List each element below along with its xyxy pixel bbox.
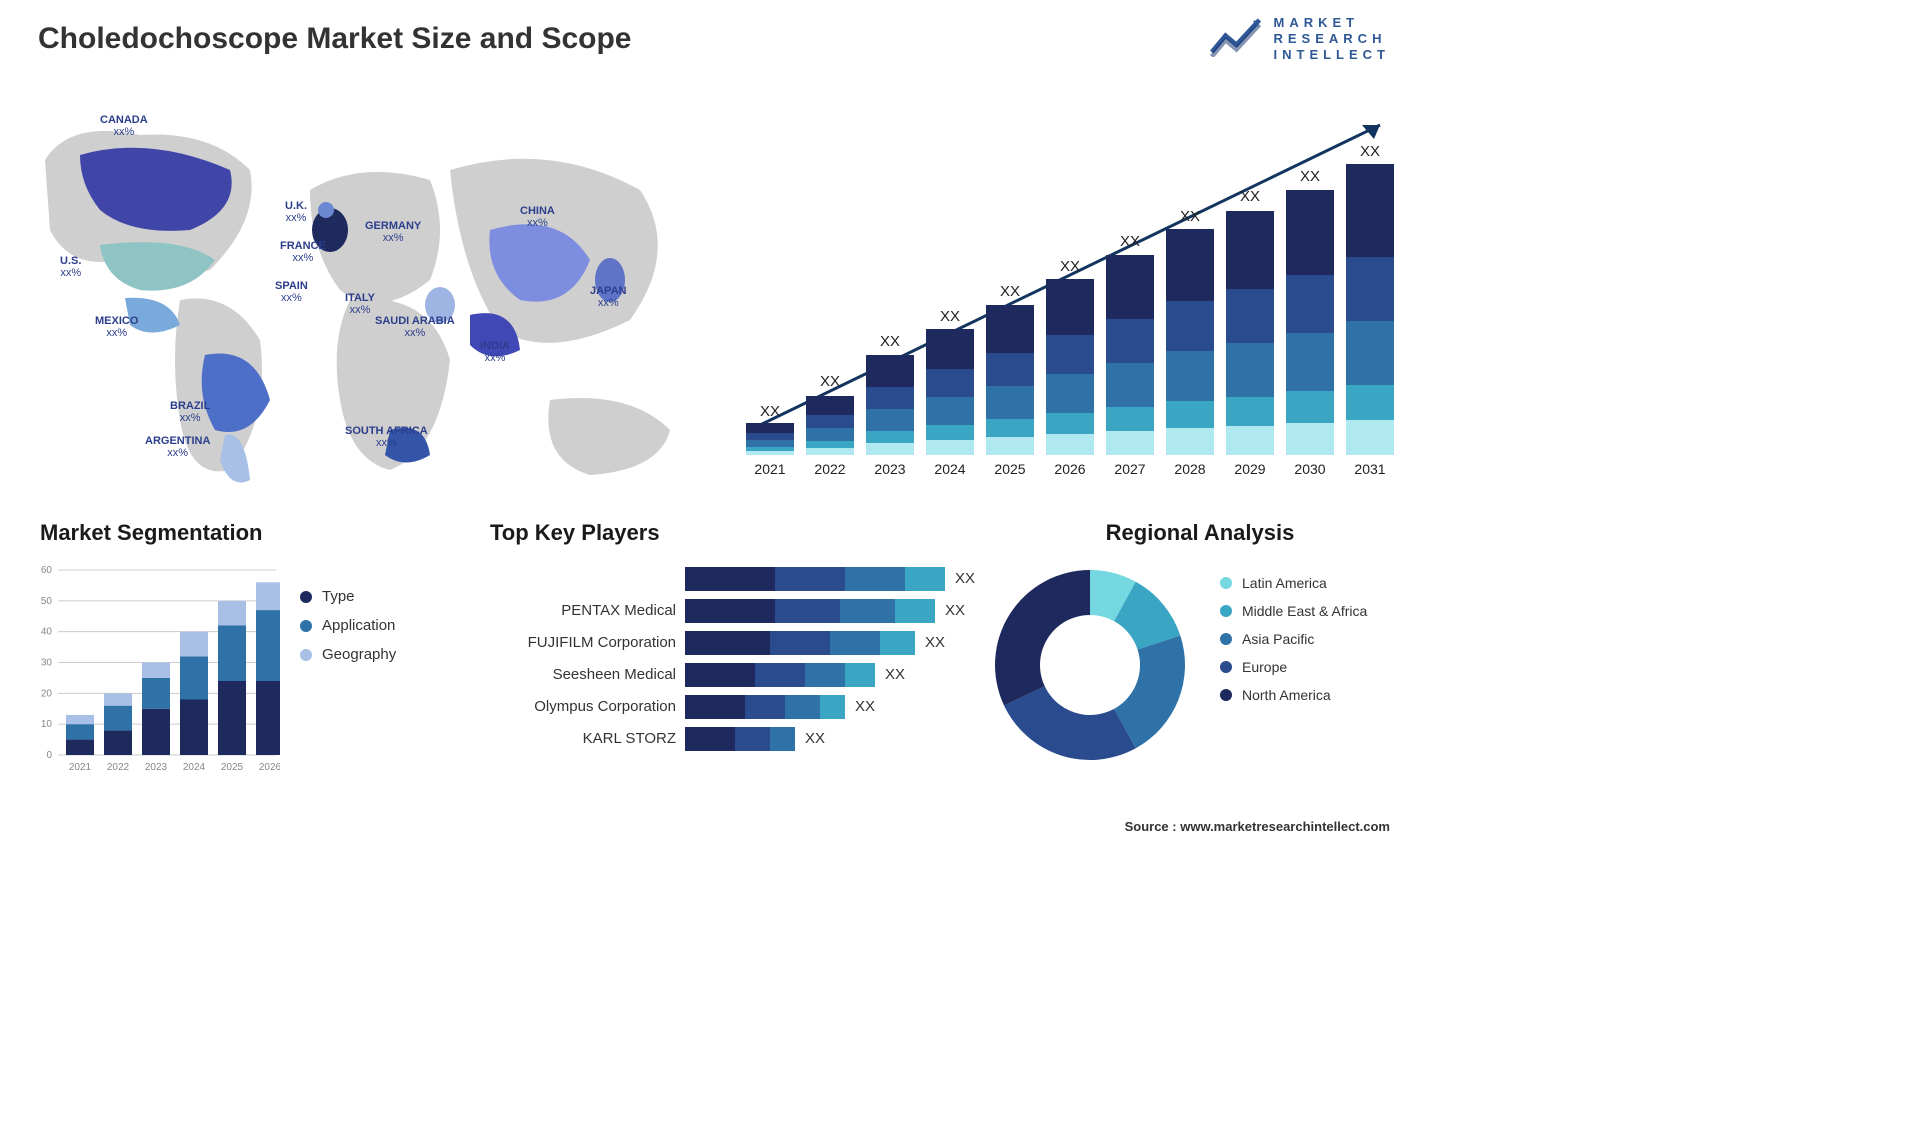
map-label: CHINAxx% xyxy=(520,205,555,229)
map-label: SOUTH AFRICAxx% xyxy=(345,425,428,449)
source-text: Source : www.marketresearchintellect.com xyxy=(1125,819,1390,834)
keyplayer-value: XX xyxy=(925,630,945,656)
bar-value-label: XX xyxy=(1226,188,1274,205)
map-label: JAPANxx% xyxy=(590,285,626,309)
keyplayer-value: XX xyxy=(855,694,875,720)
keyplayer-label: Olympus Corporation xyxy=(490,694,680,720)
bar-year-label: 2030 xyxy=(1286,461,1334,477)
bar-year-label: 2031 xyxy=(1346,461,1394,477)
logo-line2: RESEARCH xyxy=(1274,31,1391,46)
legend-item: Asia Pacific xyxy=(1220,631,1367,647)
legend-item: Geography xyxy=(300,646,396,663)
bar-value-label: XX xyxy=(806,373,854,390)
svg-text:20: 20 xyxy=(41,688,53,699)
svg-text:0: 0 xyxy=(46,750,52,761)
legend-item: Europe xyxy=(1220,659,1367,675)
bar-year-label: 2021 xyxy=(746,461,794,477)
bar-year-label: 2026 xyxy=(1046,461,1094,477)
map-label: SAUDI ARABIAxx% xyxy=(375,315,455,339)
bar-value-label: XX xyxy=(1106,233,1154,250)
map-label: ARGENTINAxx% xyxy=(145,435,210,459)
keyplayer-row: FUJIFILM Corporation XX xyxy=(490,630,970,656)
top-key-players: Top Key Players XXPENTAX MedicalXXFUJIFI… xyxy=(490,520,970,758)
logo-line1: MARKET xyxy=(1274,15,1391,30)
svg-text:60: 60 xyxy=(41,565,53,576)
keyplayer-value: XX xyxy=(945,598,965,624)
keyplayer-value: XX xyxy=(805,726,825,752)
keyplayer-label: PENTAX Medical xyxy=(490,598,680,624)
logo-icon xyxy=(1209,15,1264,62)
map-label: U.S.xx% xyxy=(60,255,81,279)
regional-analysis: Regional Analysis Latin AmericaMiddle Ea… xyxy=(990,520,1410,546)
keyplayers-title: Top Key Players xyxy=(490,520,970,546)
keyplayer-label: FUJIFILM Corporation xyxy=(490,630,680,656)
svg-text:30: 30 xyxy=(41,658,53,669)
market-segmentation: Market Segmentation 01020304050602021202… xyxy=(40,520,460,546)
bar-value-label: XX xyxy=(986,283,1034,300)
growth-bar-chart: XX 2021 XX 2022 XX 2023 XX 2024 XX 2025 XX 2026 XX 20… xyxy=(740,105,1400,475)
world-map: CANADAxx% U.S.xx% MEXICOxx% BRAZILxx% ARGENT… xyxy=(30,100,710,500)
legend-item: North America xyxy=(1220,687,1367,703)
svg-text:2021: 2021 xyxy=(69,762,92,773)
keyplayer-row: Seesheen Medical XX xyxy=(490,662,970,688)
bar-value-label: XX xyxy=(1046,258,1094,275)
keyplayer-row: KARL STORZ XX xyxy=(490,726,970,752)
svg-text:40: 40 xyxy=(41,627,53,638)
segmentation-title: Market Segmentation xyxy=(40,520,460,546)
svg-text:2025: 2025 xyxy=(221,762,244,773)
legend-item: Type xyxy=(300,588,396,605)
logo: MARKET RESEARCH INTELLECT xyxy=(1209,15,1391,62)
bar-year-label: 2023 xyxy=(866,461,914,477)
bar-year-label: 2022 xyxy=(806,461,854,477)
bar-value-label: XX xyxy=(1286,168,1334,185)
svg-text:2022: 2022 xyxy=(107,762,130,773)
bar-year-label: 2029 xyxy=(1226,461,1274,477)
keyplayer-row: XX xyxy=(490,566,970,592)
keyplayer-label: Seesheen Medical xyxy=(490,662,680,688)
keyplayer-value: XX xyxy=(885,662,905,688)
svg-text:2026: 2026 xyxy=(259,762,280,773)
bar-year-label: 2024 xyxy=(926,461,974,477)
logo-line3: INTELLECT xyxy=(1274,47,1391,62)
map-label: INDIAxx% xyxy=(480,340,510,364)
map-label: SPAINxx% xyxy=(275,280,308,304)
bar-value-label: XX xyxy=(1166,208,1214,225)
page-title: Choledochoscope Market Size and Scope xyxy=(38,22,631,56)
svg-text:2024: 2024 xyxy=(183,762,206,773)
svg-text:10: 10 xyxy=(41,719,53,730)
keyplayer-value: XX xyxy=(955,566,975,592)
bar-year-label: 2025 xyxy=(986,461,1034,477)
legend-item: Middle East & Africa xyxy=(1220,603,1367,619)
legend-item: Application xyxy=(300,617,396,634)
svg-text:2023: 2023 xyxy=(145,762,168,773)
map-label: GERMANYxx% xyxy=(365,220,421,244)
map-label: MEXICOxx% xyxy=(95,315,138,339)
map-label: FRANCExx% xyxy=(280,240,326,264)
keyplayer-row: PENTAX Medical XX xyxy=(490,598,970,624)
keyplayer-label: KARL STORZ xyxy=(490,726,680,752)
bar-value-label: XX xyxy=(1346,143,1394,160)
svg-text:50: 50 xyxy=(41,596,53,607)
bar-value-label: XX xyxy=(866,333,914,350)
map-label: U.K.xx% xyxy=(285,200,307,224)
regional-title: Regional Analysis xyxy=(990,520,1410,546)
bar-year-label: 2027 xyxy=(1106,461,1154,477)
bar-value-label: XX xyxy=(746,403,794,420)
map-label: ITALYxx% xyxy=(345,292,375,316)
bar-year-label: 2028 xyxy=(1166,461,1214,477)
keyplayer-row: Olympus Corporation XX xyxy=(490,694,970,720)
map-label: BRAZILxx% xyxy=(170,400,210,424)
legend-item: Latin America xyxy=(1220,575,1367,591)
map-label: CANADAxx% xyxy=(100,114,148,138)
bar-value-label: XX xyxy=(926,308,974,325)
